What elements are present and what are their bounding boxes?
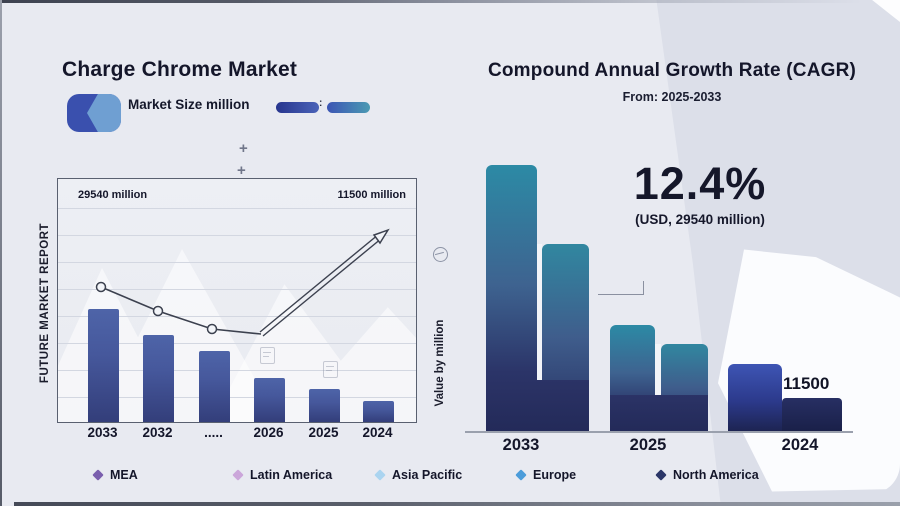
cagr-title: Compound Annual Growth Rate (CAGR) [487,60,857,81]
x-tick-label: 2024 [362,425,393,440]
gridline [58,235,416,236]
x-tick-label: 2025 [629,436,667,454]
bracket-doodle [598,294,643,296]
gridline [58,262,416,263]
diamond-icon [655,469,667,481]
x-axis-line [465,431,853,433]
gridline [58,208,416,209]
future-market-report-watermark: FUTURE MARKET REPORT [39,222,51,384]
bar-base-2033 [486,380,589,431]
legend-label: MEA [110,468,138,482]
cagr-value: 12.4% [633,158,767,209]
bar-gap [537,244,542,380]
gridline [58,289,416,290]
coin-hex-facet [87,94,121,132]
value-label-2033: 29540 million [78,189,148,201]
value-label-2024: 11500 million [337,189,406,201]
legend-item-mea: MEA [92,468,138,482]
market-size-label: Market Size million [128,97,250,112]
legend-item-north-america: North America [655,468,759,482]
document-doodle-icon [323,361,338,378]
bar-2032 [143,335,174,422]
bar-gap [655,344,661,395]
bar-..... [199,351,230,422]
gridline [58,397,416,398]
document-doodle-icon [260,347,275,364]
diamond-icon [515,469,527,481]
gridline [58,370,416,371]
bar-2024 [782,398,842,431]
cagr-subtitle: From: 2025-2033 [622,90,722,104]
plus-icon: + [239,140,248,157]
diamond-icon [92,469,104,481]
coin-icon [67,94,121,132]
cagr-detail: (USD, 29540 million) [635,212,765,227]
diamond-icon [374,469,386,481]
bracket-doodle [643,281,645,295]
diamond-icon [232,469,244,481]
frame-bottom-border [14,502,900,506]
x-tick-label: 2026 [253,425,284,440]
legend-item-europe: Europe [515,468,577,482]
plus-icon: + [237,162,246,179]
bar-base-2025 [610,395,708,431]
frame-left-border [0,0,2,506]
legend-item-latin-america: Latin America [232,468,333,482]
left-chart-title: Charge Chrome Market [62,58,298,81]
x-tick-label: ..... [204,425,223,440]
gradient-pill-icon [276,102,319,113]
gradient-pill-icon [327,102,370,113]
legend-label: North America [673,468,759,482]
value-by-million-label: Value by million [434,319,446,407]
x-tick-label: 2032 [142,425,173,440]
bar-2025 [309,389,340,422]
x-tick-label: 2024 [781,436,819,454]
trend-line-arrow [95,228,390,337]
frame-top-border [0,0,880,3]
legend-item-asia-pacific: Asia Pacific [374,468,463,482]
bar-2024 [363,401,394,422]
market-size-chart: 29540 million 11500 million [57,178,417,423]
x-tick-label: 2033 [502,436,540,454]
x-tick-label: 2033 [87,425,118,440]
gridline [58,316,416,317]
legend-label: Latin America [250,468,333,482]
pill-separator: : [319,98,323,109]
cagr-chart: 2033 2025 2024 [460,150,860,454]
x-tick-label: 2025 [308,425,339,440]
legend-label: Europe [533,468,577,482]
circle-doodle-icon [433,247,448,262]
legend-label: Asia Pacific [392,468,463,482]
bar-2024 [728,364,782,431]
bar-2033 [88,309,119,422]
gridline [58,343,416,344]
bar-2026 [254,378,285,422]
callout-11500: 11500 [783,374,830,393]
